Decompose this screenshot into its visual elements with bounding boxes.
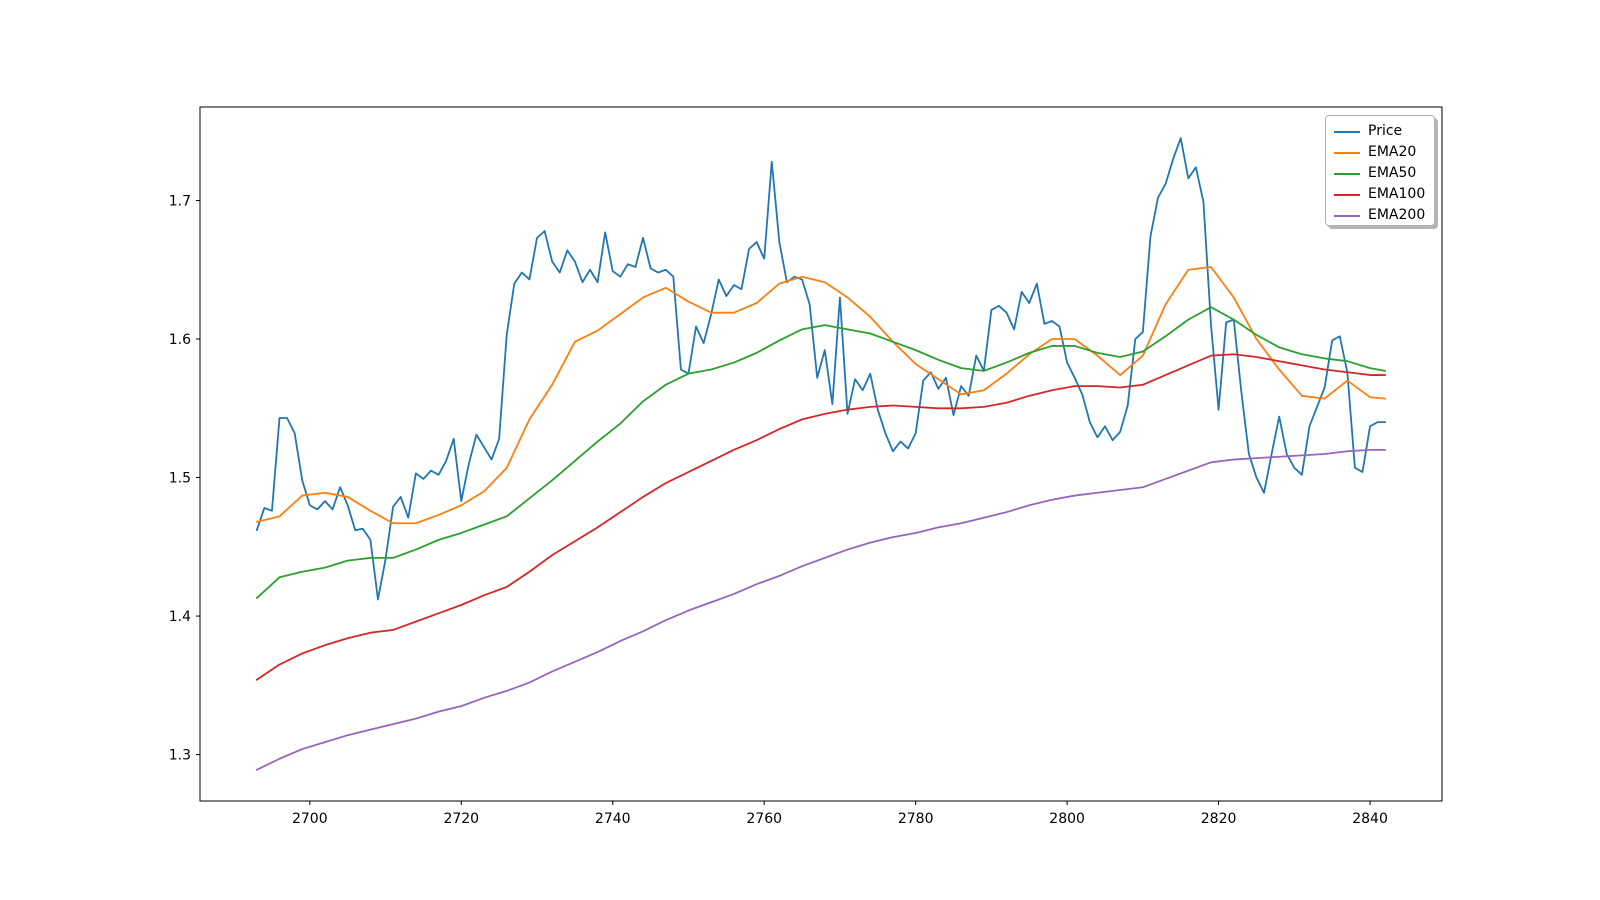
legend-entry-ema20: EMA20 (1334, 142, 1425, 163)
axes-spines (199, 106, 1443, 802)
legend-entry-price: Price (1334, 121, 1425, 142)
legend-label: EMA20 (1368, 144, 1417, 160)
y-tick-label: 1.3 (169, 748, 191, 764)
series-line-ema20 (255, 266, 1387, 525)
legend-line-swatch (1334, 214, 1360, 217)
x-tick-label: 2820 (1201, 811, 1237, 827)
legend-line-swatch (1334, 193, 1360, 196)
y-tick-label: 1.6 (169, 332, 191, 348)
series-line-price (255, 137, 1387, 601)
legend-line-swatch (1334, 130, 1360, 133)
legend-label: EMA100 (1368, 186, 1426, 202)
series-line-ema200 (255, 448, 1387, 771)
x-tick-label: 2720 (443, 811, 479, 827)
series-line-ema50 (255, 306, 1387, 599)
legend-entry-ema100: EMA100 (1334, 184, 1425, 205)
x-tick-label: 2840 (1352, 811, 1388, 827)
x-tick-label: 2800 (1049, 811, 1085, 827)
x-tick-label: 2780 (898, 811, 934, 827)
legend-label: Price (1368, 123, 1403, 139)
chart-legend: Price EMA20 EMA50 EMA100 EMA200 (1325, 115, 1435, 226)
y-tick-label: 1.4 (169, 609, 191, 625)
x-tick-label: 2740 (595, 811, 631, 827)
y-tick-label: 1.7 (169, 194, 191, 210)
x-tick-label: 2760 (746, 811, 782, 827)
y-tick-label: 1.5 (169, 471, 191, 487)
legend-entry-ema50: EMA50 (1334, 163, 1425, 184)
legend-label: EMA50 (1368, 165, 1417, 181)
legend-line-swatch (1334, 151, 1360, 154)
legend-line-swatch (1334, 172, 1360, 175)
legend-entry-ema200: EMA200 (1334, 205, 1425, 226)
series-line-ema100 (255, 353, 1387, 681)
legend-label: EMA200 (1368, 207, 1426, 223)
x-tick-label: 2700 (292, 811, 328, 827)
